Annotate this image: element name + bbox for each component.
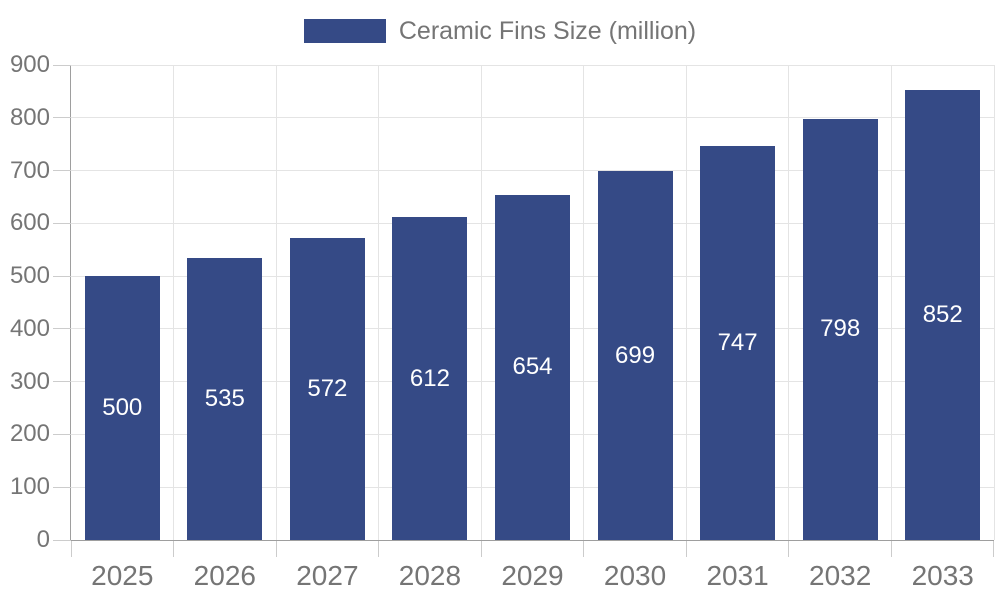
bar-2030[interactable] <box>597 171 673 540</box>
y-tick-label: 400 <box>9 314 50 342</box>
bar-2027[interactable] <box>289 238 365 540</box>
gridline-vertical <box>275 65 277 540</box>
y-axis-tick <box>53 170 71 172</box>
gridline-vertical <box>583 65 585 540</box>
bar-2026[interactable] <box>187 257 263 540</box>
y-axis-tick <box>53 275 71 277</box>
x-axis-tick <box>70 541 72 557</box>
y-axis-tick <box>53 486 71 488</box>
gridline-vertical <box>993 65 995 540</box>
x-tick-label: 2031 <box>706 560 769 591</box>
gridline-horizontal <box>71 117 994 119</box>
y-tick-label: 700 <box>9 156 50 184</box>
y-tick-label: 200 <box>9 420 50 448</box>
x-axis-tick <box>275 541 277 557</box>
x-tick-label: 2028 <box>398 560 462 591</box>
bar-value-label: 535 <box>204 384 245 412</box>
x-axis-tick <box>480 541 482 557</box>
bar-value-label: 699 <box>615 341 656 369</box>
y-axis-tick <box>53 117 71 119</box>
y-axis-tick <box>53 222 71 224</box>
gridline-vertical <box>685 65 687 540</box>
y-axis-tick <box>53 64 71 66</box>
x-tick-label: 2030 <box>603 560 667 591</box>
y-tick-label: 800 <box>9 103 50 131</box>
bar-2032[interactable] <box>802 118 878 540</box>
y-axis-tick <box>53 539 71 541</box>
x-tick-label: 2033 <box>911 560 974 591</box>
x-tick-label: 2032 <box>809 560 872 591</box>
bar-2033[interactable] <box>905 90 981 540</box>
x-axis-tick <box>788 541 790 557</box>
y-tick-label: 500 <box>9 262 50 290</box>
x-axis-tick <box>173 541 175 557</box>
y-tick-label: 900 <box>9 51 50 78</box>
legend-swatch <box>303 19 386 43</box>
x-tick-label: 2027 <box>296 560 359 591</box>
y-tick-label: 300 <box>9 367 50 395</box>
bar-2029[interactable] <box>495 194 570 540</box>
x-tick-label: 2029 <box>501 560 564 591</box>
y-axis-tick <box>53 328 71 330</box>
y-axis-tick <box>53 433 71 435</box>
bar-2028[interactable] <box>392 217 468 540</box>
gridline-vertical <box>788 65 790 540</box>
bar-2031[interactable] <box>700 145 776 540</box>
bar-value-label: 612 <box>409 364 450 392</box>
plot-area: 0 100 200 300 400 500 600 700 800 900 500 2025 535 20… <box>10 51 995 591</box>
x-axis-tick <box>992 541 994 557</box>
x-axis-tick <box>583 541 585 557</box>
x-tick-label: 2026 <box>193 560 256 591</box>
x-tick-label: 2025 <box>91 560 154 591</box>
gridline-vertical <box>890 65 892 540</box>
legend-label: Ceramic Fins Size (million) <box>398 16 697 45</box>
bar-value-label: 798 <box>820 315 861 343</box>
y-tick-label: 0 <box>36 526 50 553</box>
gridline-horizontal <box>71 170 994 172</box>
x-axis-tick <box>378 541 380 557</box>
gridline-vertical <box>378 65 380 540</box>
bar-value-label: 572 <box>307 375 348 403</box>
bar-value-label: 500 <box>102 394 143 422</box>
gridline-horizontal <box>71 64 994 66</box>
bar-value-label: 852 <box>922 301 963 329</box>
x-axis-tick <box>685 541 687 557</box>
x-axis-tick <box>890 541 892 557</box>
bar-value-label: 654 <box>512 353 553 381</box>
gridline-vertical <box>480 65 482 540</box>
gridline-vertical <box>173 65 175 540</box>
y-tick-label: 600 <box>9 209 50 237</box>
y-tick-label: 100 <box>9 473 50 501</box>
legend[interactable]: Ceramic Fins Size (million) <box>0 14 1000 48</box>
bar-2025[interactable] <box>84 276 160 540</box>
y-axis-tick <box>53 381 71 383</box>
bar-value-label: 747 <box>717 328 758 356</box>
